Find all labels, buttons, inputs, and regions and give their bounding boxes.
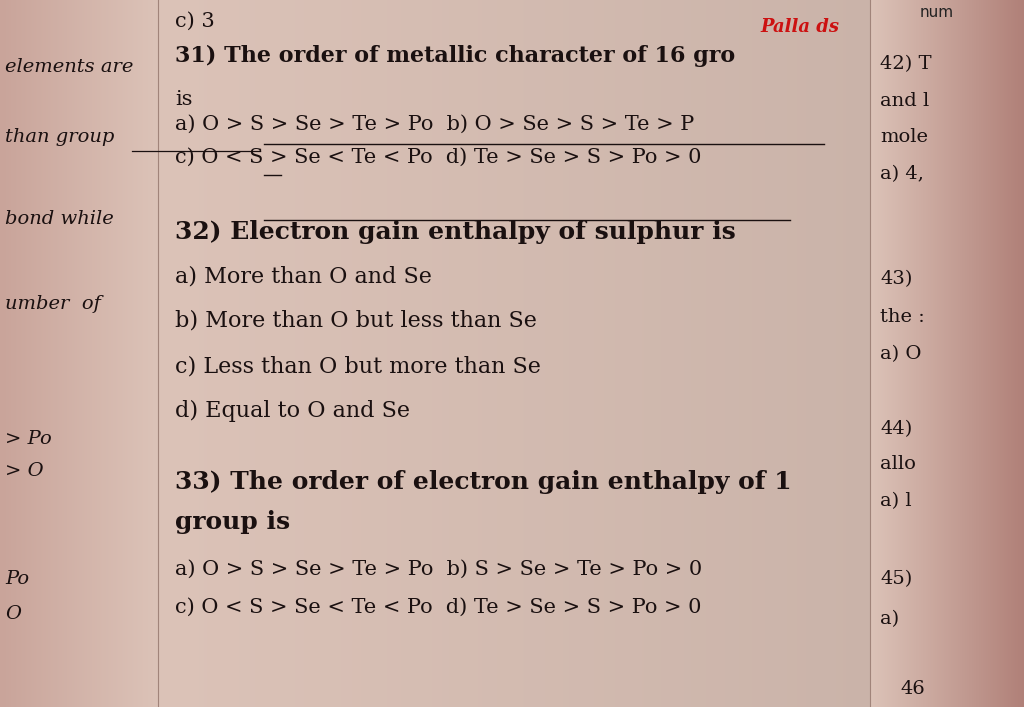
Text: 43): 43) [880,270,912,288]
Text: is: is [175,90,193,109]
Text: c) Less than O but more than Se: c) Less than O but more than Se [175,355,541,377]
Text: a) O > S > Se > Te > Po  b) O > Se > S > Te > P: a) O > S > Se > Te > Po b) O > Se > S > … [175,115,694,134]
Text: a) 4,: a) 4, [880,165,924,183]
Text: num: num [920,5,954,20]
Text: umber  of: umber of [5,295,101,313]
Text: mole: mole [880,128,928,146]
Text: d) Equal to O and Se: d) Equal to O and Se [175,400,410,422]
Text: > O: > O [5,462,44,480]
Text: a) More than O and Se: a) More than O and Se [175,265,432,287]
Text: the :: the : [880,308,925,326]
Text: > Po: > Po [5,430,52,448]
Text: group is: group is [175,510,290,534]
Text: b) More than O but less than Se: b) More than O but less than Se [175,310,537,332]
Text: 42) T: 42) T [880,55,932,73]
Text: c) O < S > Se < Te < Po  d) Te > Se > S > Po > 0: c) O < S > Se < Te < Po d) Te > Se > S >… [175,598,701,617]
Text: a) O > S > Se > Te > Po  b) S > Se > Te > Po > 0: a) O > S > Se > Te > Po b) S > Se > Te >… [175,560,702,579]
Text: than group: than group [5,128,115,146]
Text: 31) The order of metallic character of 16 gro: 31) The order of metallic character of 1… [175,45,735,67]
Text: bond while: bond while [5,210,114,228]
Text: allo: allo [880,455,915,473]
Text: a) l: a) l [880,492,911,510]
Text: a): a) [880,610,899,628]
Text: 45): 45) [880,570,912,588]
Text: a) O: a) O [880,345,922,363]
Text: and l: and l [880,92,929,110]
Text: Po: Po [5,570,29,588]
Text: c) 3: c) 3 [175,12,215,31]
Text: 46: 46 [900,680,925,698]
Text: 44): 44) [880,420,912,438]
Text: 32) Electron gain enthalpy of sulphur is: 32) Electron gain enthalpy of sulphur is [175,220,736,244]
Text: Palla ds: Palla ds [760,18,839,36]
Text: elements are: elements are [5,58,133,76]
Text: c) O < S > Se < Te < Po  d) Te > Se > S > Po > 0: c) O < S > Se < Te < Po d) Te > Se > S >… [175,148,701,167]
Text: O: O [5,605,22,623]
Text: 33) The order of electron gain enthalpy of 1: 33) The order of electron gain enthalpy … [175,470,792,494]
